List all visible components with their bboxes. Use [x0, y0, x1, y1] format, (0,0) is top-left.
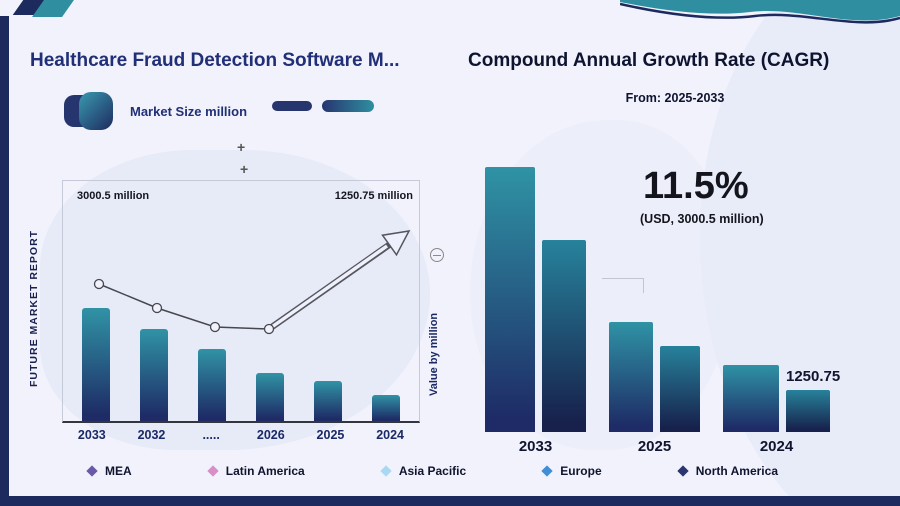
legend-label: Europe: [560, 464, 602, 478]
legend-label: Latin America: [225, 464, 305, 478]
market-size-bar-2026: [256, 373, 284, 421]
market-size-bar-2025: [314, 381, 342, 421]
cagr-group-2025: 2025: [609, 322, 700, 455]
cagr-caption: (USD, 3000.5 million): [640, 212, 764, 226]
top-right-wave-decoration: [620, 0, 900, 24]
cagr-year-label: 2024: [759, 438, 794, 455]
cagr-bar: [542, 240, 586, 432]
legend-item-north-america: North America: [677, 464, 778, 478]
future-market-report-label: FUTURE MARKET REPORT: [28, 229, 40, 387]
x-axis-label: 2025: [316, 428, 345, 442]
trend-marker: [263, 323, 275, 335]
trend-marker: [151, 302, 163, 314]
cagr-bar: [609, 322, 653, 432]
x-axis-label: 2033: [77, 428, 106, 442]
minus-circle-icon: [430, 248, 444, 262]
cagr-bar: [786, 390, 830, 432]
cagr-year-label: 2025: [637, 438, 672, 455]
market-size-legend-label: Market Size million: [130, 103, 248, 119]
market-size-title: Healthcare Fraud Detection Software M...: [30, 50, 400, 71]
market-size-bar-2024: [372, 395, 400, 421]
cagr-bar: [723, 365, 779, 432]
market-size-bar-2032: [140, 329, 168, 421]
left-border-strip: [0, 16, 9, 506]
cagr-subtitle: From: 2025-2033: [625, 91, 725, 105]
cagr-year-label: 2033: [518, 438, 553, 455]
step-decoration: [602, 278, 644, 293]
value-by-million-label: Value by million: [428, 312, 440, 396]
x-axis-label: .....: [202, 428, 220, 442]
cylinder-icon: [64, 92, 116, 130]
cagr-bars: 2033 2025 2024: [485, 167, 830, 455]
market-size-legend: Market Size million: [64, 92, 247, 130]
bottom-border-strip: [0, 496, 900, 506]
cagr-group-2024: 2024: [723, 365, 830, 455]
legend-diamond-icon: [86, 465, 98, 477]
region-legend: MEA Latin America Asia Pacific Europe North …: [86, 464, 778, 478]
annotation-3000-million: 3000.5 million: [77, 190, 150, 202]
legend-item-mea: MEA: [86, 464, 132, 478]
trend-arrow: [93, 230, 411, 335]
legend-label: Asia Pacific: [398, 464, 467, 478]
legend-item-latin-america: Latin America: [207, 464, 305, 478]
legend-label: MEA: [105, 464, 132, 478]
annotation-1250-75: 1250.75: [786, 368, 841, 385]
annotation-1250-million: 1250.75 million: [334, 190, 413, 202]
market-size-bars: [63, 181, 419, 421]
market-size-bar-2033: [82, 308, 110, 421]
market-size-bar-.....: [198, 349, 226, 421]
legend-diamond-icon: [677, 465, 689, 477]
cagr-bar: [660, 346, 700, 432]
legend-label: North America: [695, 464, 778, 478]
x-axis-label: 2032: [137, 428, 166, 442]
cagr-bar: [485, 167, 535, 432]
x-axis-label: 2024: [376, 428, 405, 442]
legend-item-europe: Europe: [541, 464, 602, 478]
plus-mark-icon: +: [237, 139, 246, 155]
legend-item-asia-pacific: Asia Pacific: [380, 464, 467, 478]
legend-diamond-icon: [380, 465, 392, 477]
x-axis-labels: 2033 2032..... 2026 2025 2024: [62, 428, 420, 442]
cagr-value: 11.5%: [643, 165, 749, 207]
legend-diamond-icon: [207, 465, 219, 477]
top-left-ribbon-decoration: [12, 0, 78, 18]
pill-navy: [272, 101, 312, 111]
pill-gradient: [322, 100, 374, 112]
legend-diamond-icon: [541, 465, 553, 477]
trend-marker: [209, 321, 221, 333]
pill-decoration: [272, 100, 374, 112]
cagr-group-2033: 2033: [485, 167, 586, 455]
market-size-chart: 3000.5 million 1250.75 million: [62, 180, 420, 423]
x-axis-label: 2026: [256, 428, 285, 442]
trend-marker: [93, 278, 105, 290]
plus-mark-icon: +: [240, 161, 249, 177]
cagr-title: Compound Annual Growth Rate (CAGR): [468, 50, 830, 71]
